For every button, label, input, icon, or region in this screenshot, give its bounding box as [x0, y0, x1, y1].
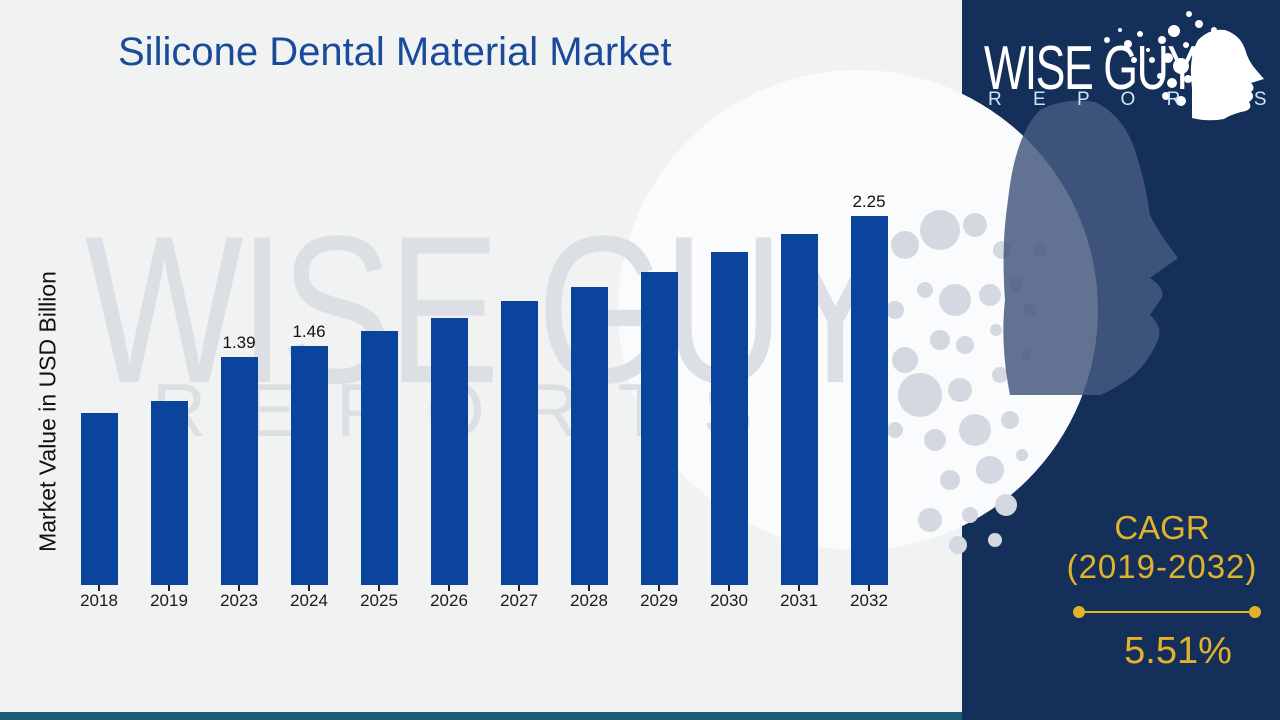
face-profile-watermark — [1003, 100, 1178, 395]
bar — [710, 252, 748, 585]
x-tick-label: 2027 — [500, 591, 538, 610]
bar — [850, 216, 888, 585]
line-end-dot — [1073, 606, 1085, 618]
x-tick-label: 2019 — [150, 591, 188, 610]
bar — [360, 331, 398, 585]
axis-tick — [98, 585, 100, 591]
bar — [780, 234, 818, 585]
x-tick-label: 2024 — [290, 591, 328, 610]
axis-tick — [588, 585, 590, 591]
axis-tick — [868, 585, 870, 591]
bar — [80, 413, 118, 585]
x-tick-label: 2032 — [850, 591, 888, 610]
line-end-dot — [1249, 606, 1261, 618]
axis-tick — [308, 585, 310, 591]
axis-tick — [168, 585, 170, 591]
cagr-underline — [1073, 606, 1261, 618]
x-tick-label: 2030 — [710, 591, 748, 610]
cagr-label: CAGR — [1114, 509, 1210, 546]
x-tick-label: 2026 — [430, 591, 468, 610]
x-tick-label: 2025 — [360, 591, 398, 610]
brand-logo-text: WISE GUY — [984, 34, 1197, 103]
bar — [570, 287, 608, 585]
bar — [430, 318, 468, 585]
brand-face-icon — [1190, 29, 1264, 121]
watermark-text-line1: WISE GUY — [85, 192, 891, 427]
x-tick-label: 2029 — [640, 591, 678, 610]
x-tick-label: 2018 — [80, 591, 118, 610]
value-label: 1.39 — [222, 333, 256, 352]
axis-tick — [238, 585, 240, 591]
axis-tick — [518, 585, 520, 591]
bar — [640, 272, 678, 585]
cagr-range: (2019-2032) — [1066, 548, 1258, 585]
axis-tick — [378, 585, 380, 591]
cagr-value: 5.51% — [1124, 630, 1232, 672]
value-label: 2.25 — [852, 192, 886, 211]
x-tick-label: 2023 — [220, 591, 258, 610]
bar — [500, 301, 538, 585]
x-tick-label: 2028 — [570, 591, 608, 610]
bar — [220, 357, 258, 585]
axis-tick — [658, 585, 660, 591]
bar — [150, 401, 188, 585]
bottom-accent-strip — [0, 712, 962, 720]
y-axis-label: Market Value in USD Billion — [34, 271, 61, 552]
chart-title: Silicone Dental Material Market — [118, 30, 672, 74]
value-label: 1.46 — [292, 322, 326, 341]
bar — [290, 346, 328, 585]
axis-tick — [798, 585, 800, 591]
x-tick-label: 2031 — [780, 591, 818, 610]
axis-tick — [448, 585, 450, 591]
axis-tick — [728, 585, 730, 591]
